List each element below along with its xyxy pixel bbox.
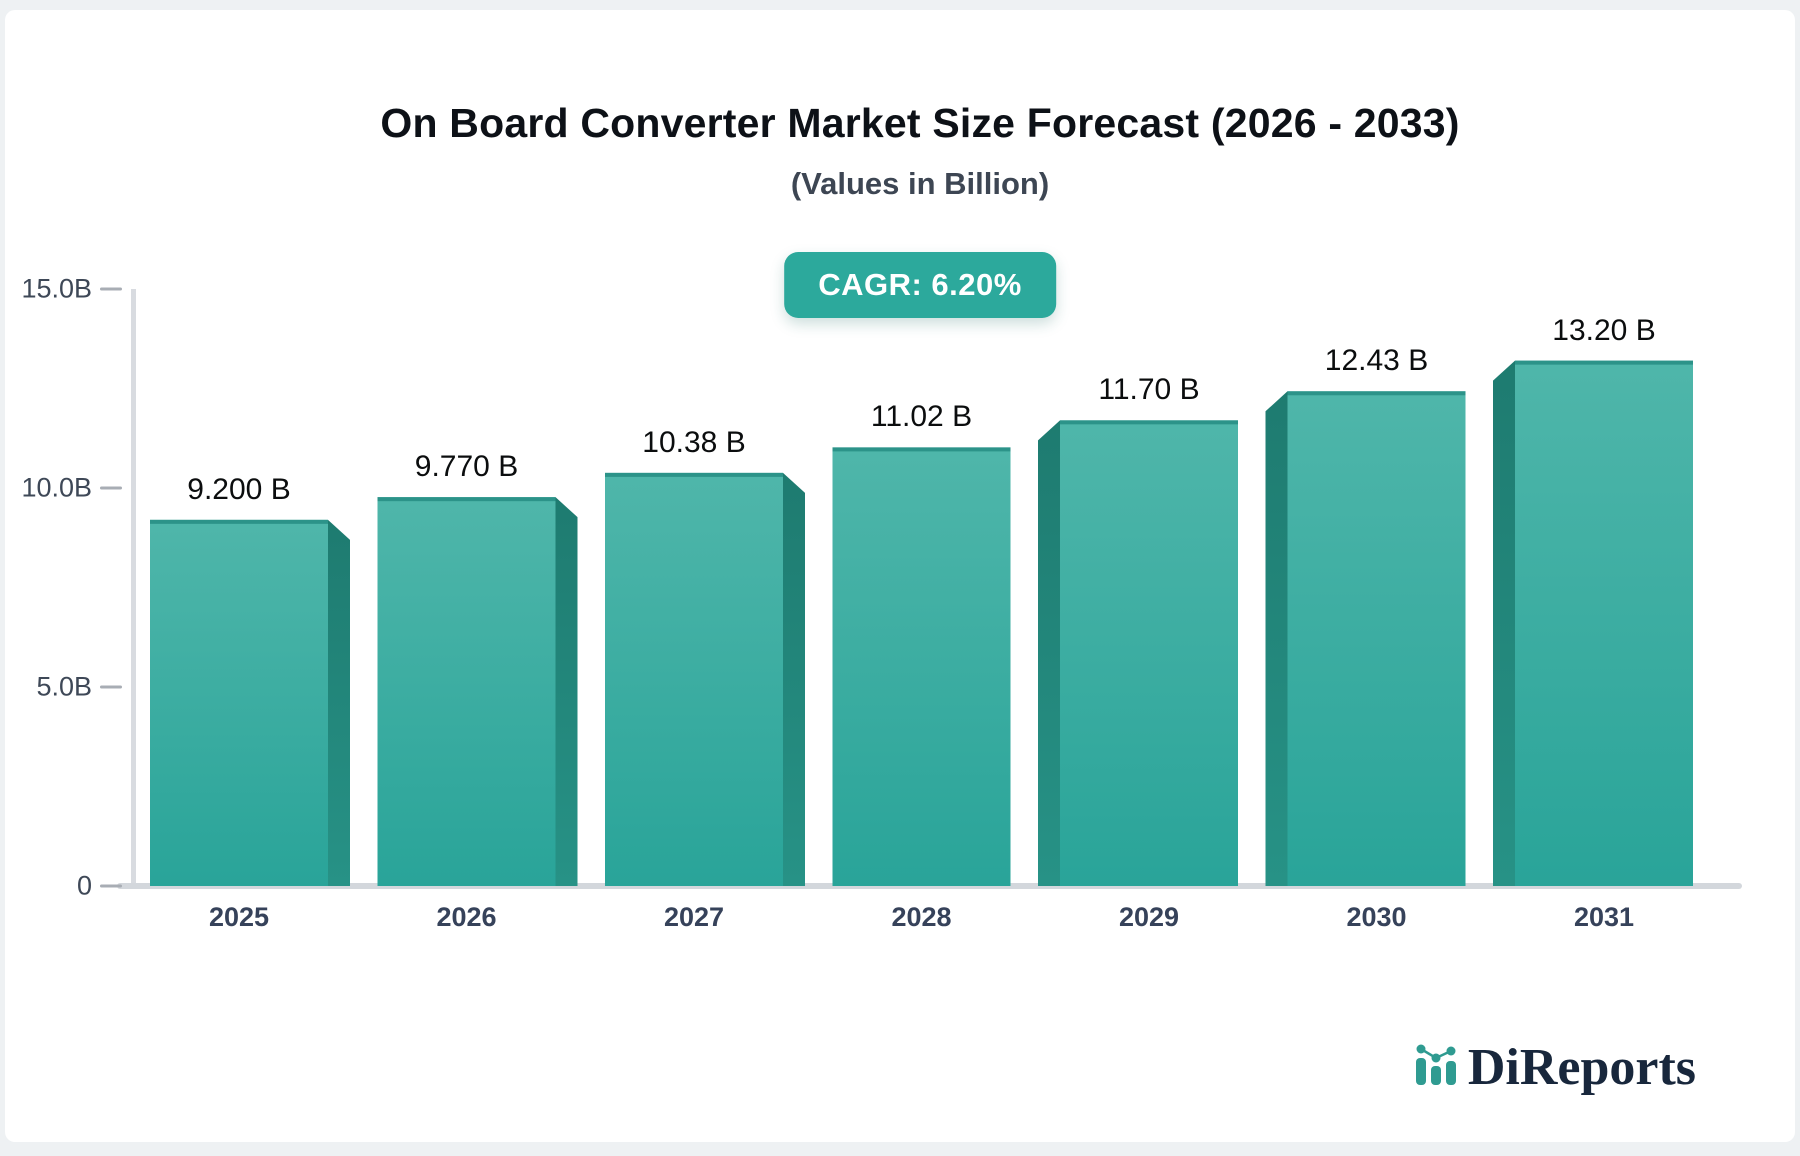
y-tick-label-5.0B: 5.0B [36,671,92,702]
bar-2026 [377,497,578,886]
bar-2029 [1038,420,1238,886]
chart-bars-icon [1415,1044,1456,1085]
x-axis-label-2026: 2026 [436,902,497,932]
bar-2030 [1265,391,1466,886]
logo-dot-1 [1416,1044,1426,1054]
y-tick-label-10.0B: 10.0B [21,472,92,503]
bar-front-face [1060,420,1238,886]
bar-side-face [328,519,350,886]
bar-value-label-2026: 9.770 B [414,450,519,484]
x-axis-label-2025: 2025 [208,902,270,932]
bar-value-label-2030: 12.43 B [1324,344,1429,378]
brand-logo: DiReports [1415,1038,1696,1098]
bar-value-label-2028: 11.02 B [870,400,973,434]
x-axis-label-2031: 2031 [1573,902,1635,932]
bar-top-edge [1287,391,1466,396]
bar-top-edge [832,447,1011,452]
x-axis-label-2030: 2030 [1346,902,1407,932]
y-tick-mark-0 [100,884,122,888]
bar-value-label-2031: 13.20 B [1552,313,1656,347]
bar-front-face [1515,360,1693,886]
bar-2028 [832,447,1011,886]
logo-dot-3 [1446,1046,1456,1056]
bar-value-label-2025: 9.200 B [187,472,291,506]
bar-side-face [1038,420,1060,886]
chart-subtitle: (Values in Billion) [790,166,1050,201]
bar-2031 [1493,360,1693,886]
y-tick-mark-10.0B [100,486,122,490]
y-axis-line [131,289,136,886]
bar-front-face [1287,391,1466,886]
bar-front-face [150,519,328,886]
bar-front-face [832,447,1011,886]
bar-2027 [605,472,805,886]
bar-side-face [783,472,805,886]
bar-value-label-2027: 10.38 B [642,425,746,459]
y-tick-mark-15.0B [100,287,122,291]
x-axis-label-2029: 2029 [1118,902,1180,932]
x-axis-label-2028: 2028 [891,902,952,932]
x-axis-label-2027: 2027 [663,902,725,932]
bar-top-edge [377,497,556,502]
bar-top-edge [1515,360,1693,365]
bar-top-edge [150,519,328,524]
logo-bar-2 [1430,1066,1441,1085]
y-tick-label-0: 0 [76,870,92,901]
chart-title: On Board Converter Market Size Forecast … [380,100,1460,146]
bar-value-label-2029: 11.70 B [1098,373,1200,407]
brand-name: DiReports [1467,1039,1696,1096]
bar-top-edge [1060,420,1238,425]
bar-2025 [150,519,350,886]
bar-side-face [1265,391,1288,886]
bar-top-edge [605,472,783,477]
y-tick-mark-5.0B [100,685,122,689]
bar-side-face [555,497,578,886]
y-tick-label-15.0B: 15.0B [21,273,92,304]
bar-front-face [377,497,556,886]
bar-front-face [605,472,783,886]
x-axis-line [117,883,1742,889]
cagr-badge: CAGR: 6.20% [784,252,1056,318]
bar-side-face [1493,360,1515,886]
logo-bar-3 [1445,1061,1456,1085]
logo-dot-2 [1431,1053,1441,1063]
logo-bar-1 [1415,1058,1426,1085]
